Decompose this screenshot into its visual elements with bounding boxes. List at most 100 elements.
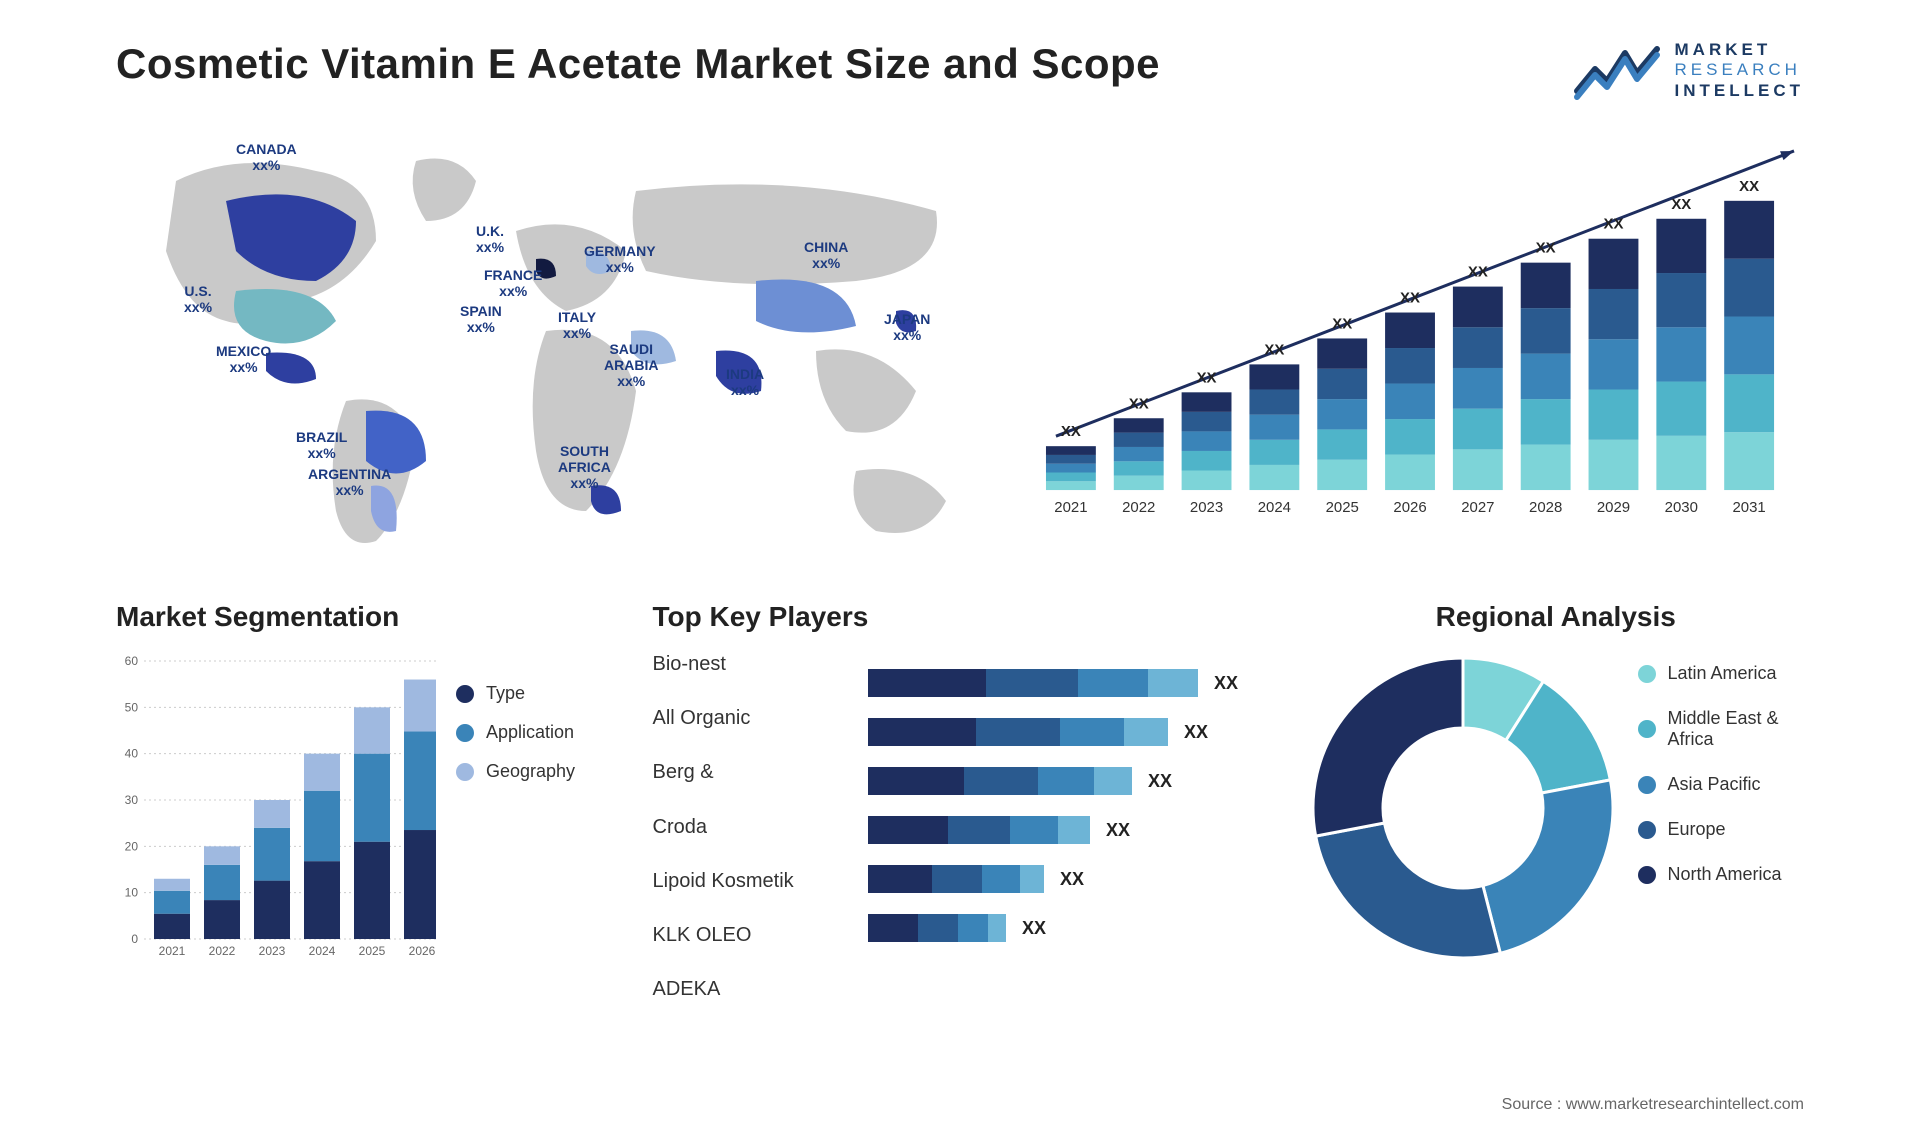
legend-swatch bbox=[456, 763, 474, 781]
world-map-svg bbox=[116, 131, 996, 561]
svg-text:2023: 2023 bbox=[1190, 499, 1223, 516]
legend-label: Latin America bbox=[1668, 663, 1777, 684]
map-mexico bbox=[266, 353, 316, 384]
svg-text:2030: 2030 bbox=[1665, 499, 1698, 516]
legend-label: Asia Pacific bbox=[1668, 774, 1761, 795]
svg-text:2022: 2022 bbox=[209, 944, 236, 958]
legend-label: Europe bbox=[1668, 819, 1726, 840]
legend-swatch bbox=[1638, 821, 1656, 839]
segmentation-chart: 0102030405060202120222023202420252026 bbox=[116, 653, 436, 1001]
svg-text:2022: 2022 bbox=[1122, 499, 1155, 516]
svg-text:2023: 2023 bbox=[259, 944, 286, 958]
player-name: Lipoid Kosmetik bbox=[653, 870, 848, 893]
svg-text:XX: XX bbox=[1148, 771, 1172, 791]
legend-item: Middle East & Africa bbox=[1638, 708, 1805, 750]
svg-text:2025: 2025 bbox=[1326, 499, 1359, 516]
regional-title: Regional Analysis bbox=[1308, 601, 1805, 633]
legend-swatch bbox=[456, 685, 474, 703]
svg-text:40: 40 bbox=[125, 747, 139, 761]
svg-text:XX: XX bbox=[1264, 342, 1284, 359]
regional-donut bbox=[1308, 653, 1618, 963]
player-name: KLK OLEO bbox=[653, 924, 848, 947]
svg-text:2026: 2026 bbox=[409, 944, 436, 958]
segmentation-title: Market Segmentation bbox=[116, 601, 613, 633]
bottom-row: Market Segmentation 01020304050602021202… bbox=[116, 601, 1804, 1001]
map-japan bbox=[896, 310, 916, 332]
svg-text:2021: 2021 bbox=[159, 944, 186, 958]
logo-text: MARKET RESEARCH INTELLECT bbox=[1675, 40, 1805, 101]
segmentation-legend: Type Application Geography bbox=[456, 653, 613, 1001]
svg-text:2029: 2029 bbox=[1597, 499, 1630, 516]
legend-label: North America bbox=[1668, 864, 1782, 885]
svg-text:XX: XX bbox=[1468, 264, 1488, 281]
logo-line1: MARKET bbox=[1675, 40, 1805, 60]
regional-legend: Latin America Middle East & Africa Asia Pa… bbox=[1638, 653, 1805, 885]
legend-label: Type bbox=[486, 683, 525, 704]
legend-item: Geography bbox=[456, 761, 613, 782]
players-section: Top Key Players Bio-nest All Organic Berg … bbox=[653, 601, 1268, 1001]
legend-label: Geography bbox=[486, 761, 575, 782]
players-title: Top Key Players bbox=[653, 601, 1268, 633]
page-title: Cosmetic Vitamin E Acetate Market Size a… bbox=[116, 40, 1160, 88]
svg-text:XX: XX bbox=[1214, 673, 1238, 693]
svg-text:XX: XX bbox=[1739, 178, 1759, 195]
logo-mark-icon bbox=[1573, 41, 1663, 101]
svg-text:2026: 2026 bbox=[1393, 499, 1426, 516]
legend-item: Type bbox=[456, 683, 613, 704]
map-brazil bbox=[366, 411, 426, 474]
map-india bbox=[716, 351, 761, 394]
world-map: CANADAxx%U.S.xx%MEXICOxx%BRAZILxx%ARGENT… bbox=[116, 131, 996, 561]
legend-swatch bbox=[1638, 776, 1656, 794]
svg-text:XX: XX bbox=[1332, 316, 1352, 333]
regional-section: Regional Analysis Latin America Middle Ea… bbox=[1308, 601, 1805, 1001]
legend-item: Europe bbox=[1638, 819, 1805, 840]
legend-item: Latin America bbox=[1638, 663, 1805, 684]
segmentation-svg: 0102030405060202120222023202420252026 bbox=[116, 653, 436, 963]
legend-swatch bbox=[1638, 665, 1656, 683]
legend-item: Application bbox=[456, 722, 613, 743]
logo-line3: INTELLECT bbox=[1675, 81, 1805, 101]
forecast-svg: 2021XX2022XX2023XX2024XX2025XX2026XX2027… bbox=[1036, 131, 1804, 560]
players-svg: XXXXXXXXXXXX bbox=[868, 653, 1268, 963]
player-name: All Organic bbox=[653, 707, 848, 730]
regional-body: Latin America Middle East & Africa Asia Pa… bbox=[1308, 653, 1805, 1001]
svg-text:XX: XX bbox=[1197, 370, 1217, 387]
svg-text:XX: XX bbox=[1129, 395, 1149, 412]
donut-svg bbox=[1308, 653, 1618, 963]
legend-item: North America bbox=[1638, 864, 1805, 885]
player-name: Bio-nest bbox=[653, 653, 848, 676]
source-attribution: Source : www.marketresearchintellect.com bbox=[1502, 1096, 1804, 1114]
logo-line2: RESEARCH bbox=[1675, 60, 1805, 80]
segmentation-section: Market Segmentation 01020304050602021202… bbox=[116, 601, 613, 1001]
legend-swatch bbox=[1638, 866, 1656, 884]
svg-text:XX: XX bbox=[1060, 869, 1084, 889]
svg-text:XX: XX bbox=[1536, 240, 1556, 257]
svg-text:60: 60 bbox=[125, 654, 139, 668]
map-us bbox=[234, 289, 336, 344]
svg-text:2031: 2031 bbox=[1732, 499, 1765, 516]
svg-text:20: 20 bbox=[125, 840, 139, 854]
svg-text:2028: 2028 bbox=[1529, 499, 1562, 516]
svg-text:2024: 2024 bbox=[309, 944, 336, 958]
map-china bbox=[756, 280, 856, 333]
legend-swatch bbox=[456, 724, 474, 742]
svg-text:XX: XX bbox=[1022, 918, 1046, 938]
svg-text:XX: XX bbox=[1671, 196, 1691, 213]
header: Cosmetic Vitamin E Acetate Market Size a… bbox=[116, 40, 1804, 101]
svg-text:XX: XX bbox=[1106, 820, 1130, 840]
players-body: Bio-nestAll OrganicBerg &CrodaLipoid Kos… bbox=[653, 653, 1268, 1001]
svg-text:2024: 2024 bbox=[1258, 499, 1291, 516]
legend-label: Application bbox=[486, 722, 574, 743]
players-list: Bio-nestAll OrganicBerg &CrodaLipoid Kos… bbox=[653, 653, 848, 1001]
segmentation-body: 0102030405060202120222023202420252026 Ty… bbox=[116, 653, 613, 1001]
player-name: ADEKA bbox=[653, 978, 848, 1001]
top-row: CANADAxx%U.S.xx%MEXICOxx%BRAZILxx%ARGENT… bbox=[116, 131, 1804, 561]
svg-text:10: 10 bbox=[125, 886, 139, 900]
svg-text:0: 0 bbox=[131, 932, 138, 946]
player-name: Berg & bbox=[653, 761, 848, 784]
legend-item: Asia Pacific bbox=[1638, 774, 1805, 795]
svg-text:XX: XX bbox=[1061, 423, 1081, 440]
legend-swatch bbox=[1638, 720, 1656, 738]
svg-text:2021: 2021 bbox=[1054, 499, 1087, 516]
svg-text:XX: XX bbox=[1604, 216, 1624, 233]
